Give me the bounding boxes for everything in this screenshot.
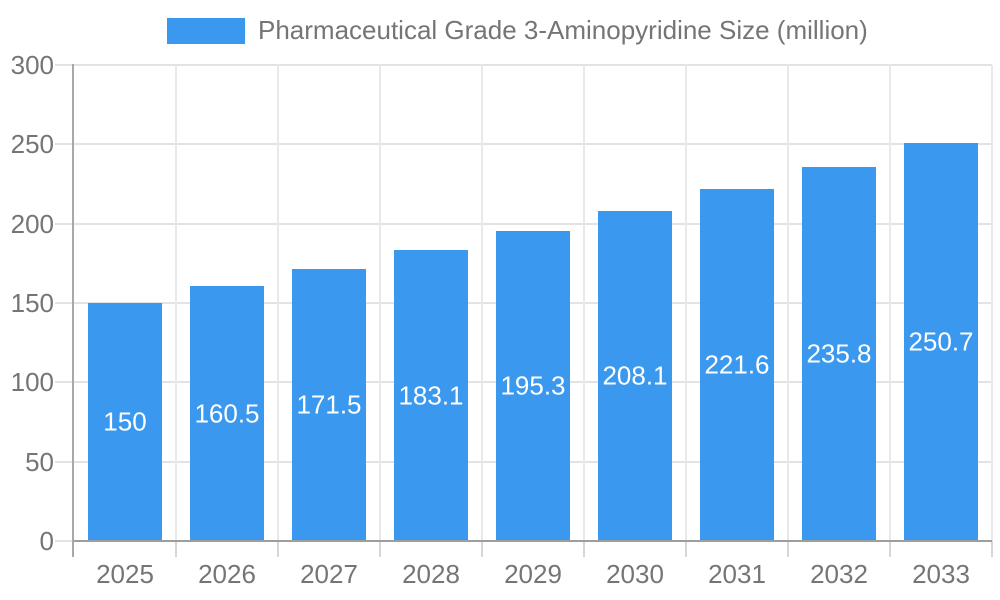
bar-value-label: 160.5 (194, 398, 260, 429)
bar-2029[interactable]: 195.3 (496, 231, 570, 541)
x-axis-tick-label: 2028 (402, 559, 460, 589)
x-axis-tick (175, 541, 177, 557)
category-gridline (583, 65, 585, 541)
x-axis-tick-label: 2025 (96, 559, 154, 589)
x-axis-tick (991, 541, 993, 557)
bar-2030[interactable]: 208.1 (598, 210, 672, 541)
y-axis-tick-label: 0 (39, 526, 54, 556)
y-gridline (55, 64, 992, 66)
x-axis-tick-label: 2031 (708, 559, 766, 589)
x-axis-tick (277, 541, 279, 557)
x-axis-tick-label: 2030 (606, 559, 664, 589)
category-gridline (175, 65, 177, 541)
y-gridline (55, 143, 992, 146)
category-gridline (889, 65, 891, 541)
x-axis-tick-label: 2032 (810, 559, 868, 589)
bar-value-label: 221.6 (704, 349, 770, 380)
y-gridline (55, 222, 992, 225)
bar-value-label: 250.7 (908, 326, 974, 357)
y-axis-tick-label: 100 (10, 367, 54, 398)
bar-2027[interactable]: 171.5 (292, 268, 366, 541)
x-axis-line (74, 540, 992, 542)
x-axis-tick-label: 2026 (198, 559, 256, 589)
y-axis-tick-label: 200 (10, 208, 54, 239)
bar-value-label: 235.8 (806, 338, 872, 369)
x-axis-tick (685, 541, 687, 557)
x-axis-tick-label: 2027 (300, 559, 358, 589)
bar-2025[interactable]: 150 (88, 303, 162, 541)
bar-value-label: 183.1 (398, 380, 464, 411)
x-axis-tick-label: 2029 (504, 559, 562, 589)
x-axis-tick (583, 541, 585, 557)
bar-value-label: 208.1 (602, 360, 668, 391)
bar-2032[interactable]: 235.8 (802, 166, 876, 541)
x-axis-tick (481, 541, 483, 557)
y-axis-tick-label: 50 (25, 446, 54, 477)
x-axis-tick (787, 541, 789, 557)
category-gridline (991, 65, 993, 541)
legend-swatch (167, 17, 245, 44)
category-gridline (787, 65, 789, 541)
bar-2026[interactable]: 160.5 (190, 286, 264, 541)
legend-label: Pharmaceutical Grade 3-Aminopyridine Siz… (258, 15, 868, 45)
y-axis-tick-label: 250 (10, 129, 54, 160)
x-axis-tick-label: 2033 (912, 559, 970, 589)
y-axis-tick-label: 150 (10, 288, 54, 318)
bar-2033[interactable]: 250.7 (904, 143, 978, 541)
category-gridline (481, 65, 483, 541)
bar-2028[interactable]: 183.1 (394, 250, 468, 541)
bar-2031[interactable]: 221.6 (700, 189, 774, 541)
x-axis-tick (379, 541, 381, 557)
category-gridline (685, 65, 687, 541)
bar-value-label: 150 (103, 406, 147, 437)
category-gridline (277, 65, 279, 541)
category-gridline (379, 65, 381, 541)
bar-value-label: 171.5 (296, 389, 362, 420)
x-axis-tick (889, 541, 891, 557)
bar-value-label: 195.3 (500, 370, 566, 401)
y-axis-tick-label: 300 (10, 50, 54, 80)
legend[interactable]: Pharmaceutical Grade 3-Aminopyridine Siz… (167, 15, 868, 45)
y-axis-line (72, 64, 74, 557)
